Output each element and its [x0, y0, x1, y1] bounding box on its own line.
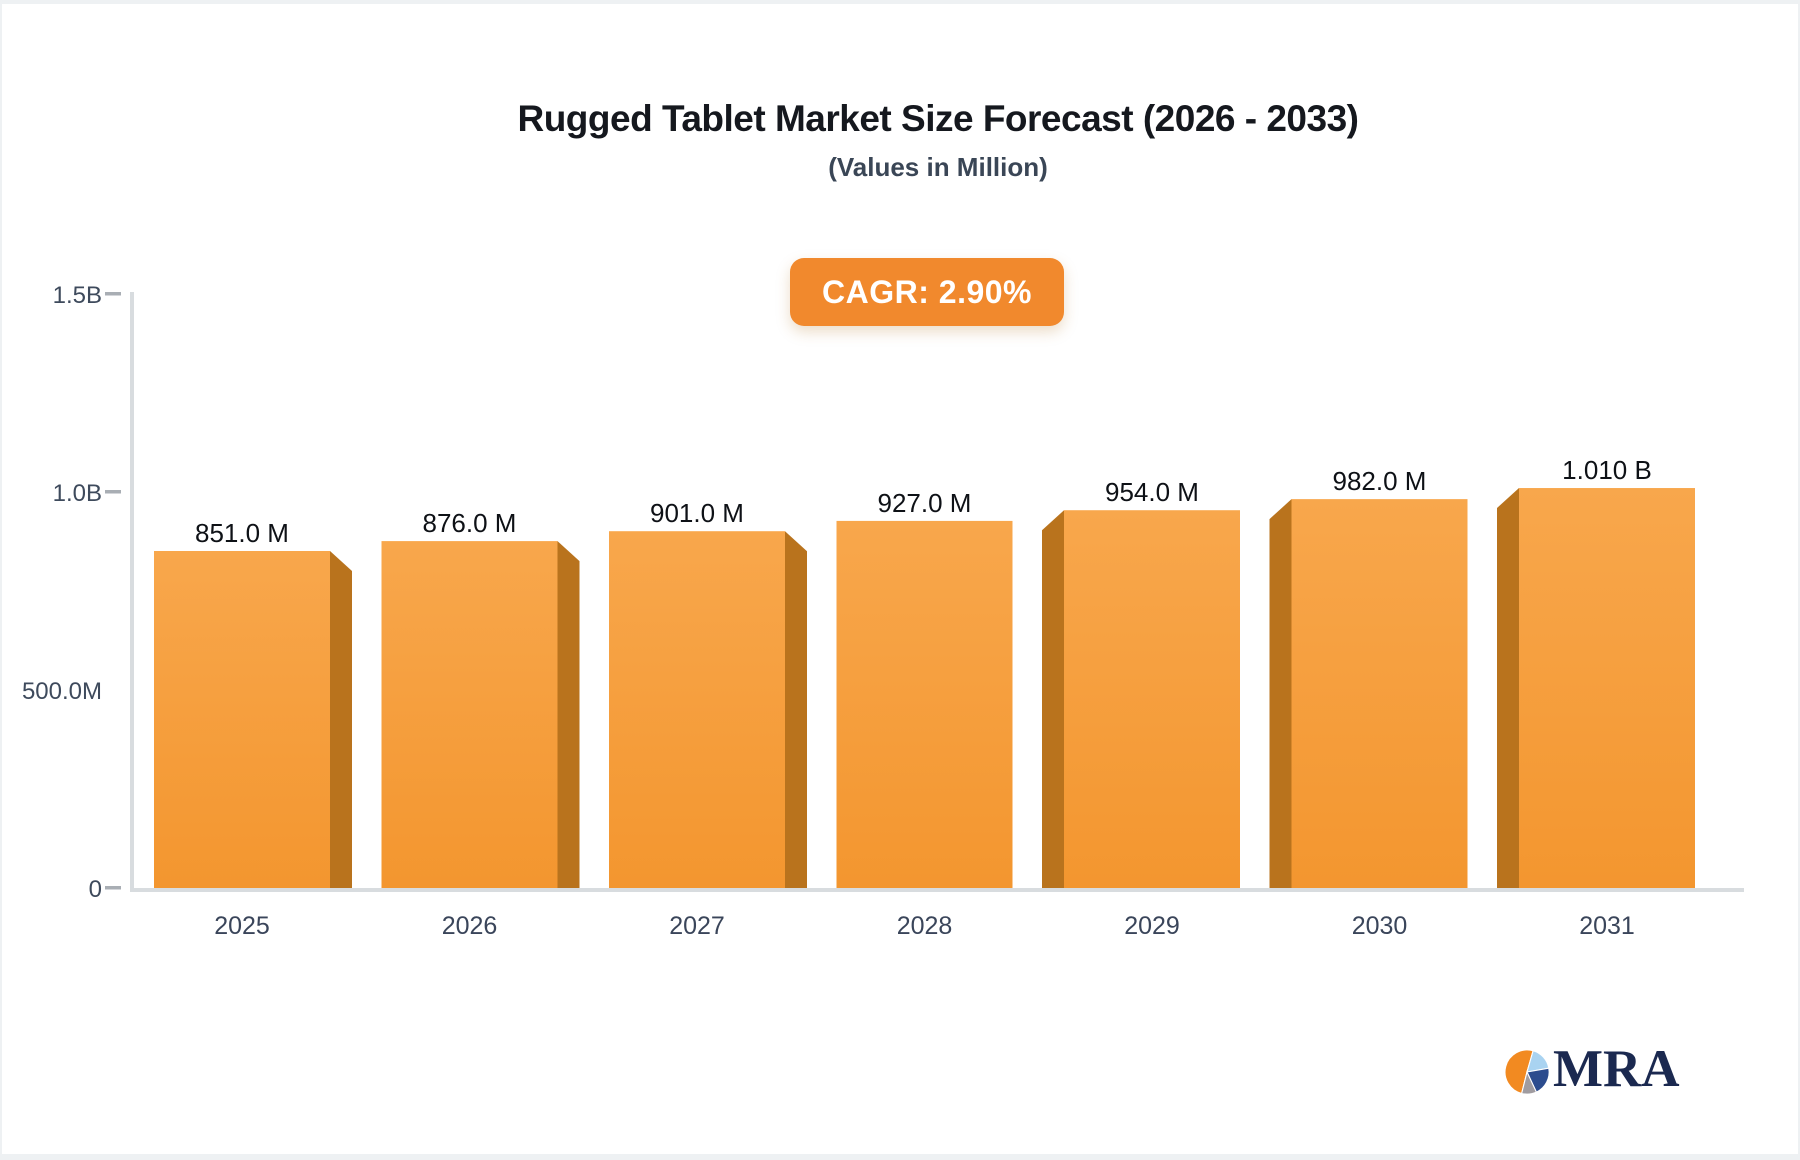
- bar-front-face: [1064, 510, 1240, 889]
- bar-2025[interactable]: 851.0 M: [154, 518, 352, 889]
- page-title: Rugged Tablet Market Size Forecast (2026…: [517, 98, 1359, 139]
- bar-2027[interactable]: 901.0 M: [609, 498, 807, 889]
- x-axis-label: 2029: [1124, 912, 1180, 940]
- y-tick-dash: [105, 490, 121, 494]
- bar-front-face: [836, 520, 1013, 889]
- y-tick-label: 0: [89, 876, 102, 903]
- bar-front-face: [609, 531, 785, 889]
- x-axis-label: 2027: [669, 912, 725, 940]
- bar-side-face: [557, 541, 580, 889]
- y-tick-dash: [105, 886, 121, 890]
- bar-2031[interactable]: 1.010 B: [1497, 455, 1695, 889]
- bar-value-label: 954.0 M: [1105, 477, 1199, 507]
- x-axis-label: 2031: [1579, 912, 1635, 940]
- y-axis: [130, 292, 134, 892]
- x-axis-label: 2030: [1352, 912, 1408, 940]
- bar-value-label: 1.010 B: [1562, 455, 1652, 485]
- bar-2028[interactable]: 927.0 M: [836, 488, 1013, 889]
- y-tick-dash: [105, 292, 121, 296]
- y-tick-label: 1.0B: [53, 480, 102, 507]
- bar-side-face: [330, 551, 352, 889]
- chart-card: Rugged Tablet Market Size Forecast (2026…: [2, 4, 1798, 1154]
- x-axis-label: 2028: [897, 912, 953, 940]
- bar-side-face: [1269, 499, 1292, 889]
- mra-pie-icon: [1504, 1049, 1550, 1095]
- x-axis: [130, 888, 1744, 892]
- bar-2029[interactable]: 954.0 M: [1042, 477, 1240, 889]
- bar-value-label: 901.0 M: [650, 498, 744, 528]
- cagr-badge: CAGR: 2.90%: [790, 258, 1064, 326]
- bar-2026[interactable]: 876.0 M: [381, 508, 580, 889]
- bar-value-label: 876.0 M: [423, 508, 517, 538]
- pie-slice-gray: [1520, 1070, 1538, 1095]
- bar-front-face: [1291, 499, 1468, 889]
- y-tick-label: 500.0M: [22, 678, 102, 705]
- x-axis-label: 2025: [214, 912, 270, 940]
- page-subtitle: (Values in Million): [828, 152, 1048, 182]
- bar-side-face: [1042, 510, 1064, 889]
- pie-slice-orange: [1504, 1049, 1534, 1095]
- bar-front-face: [154, 551, 330, 889]
- bar-side-face: [785, 531, 807, 889]
- bar-front-face: [381, 541, 558, 889]
- bar-value-label: 982.0 M: [1333, 466, 1427, 496]
- bar-chart: 851.0 M 876.0 M 901.0 M 927.0 M 954.0 M 982.0…: [22, 282, 1744, 940]
- mra-logo: MRA: [1503, 1040, 1680, 1100]
- bar-side-face: [1497, 488, 1519, 889]
- bar-value-label: 851.0 M: [195, 518, 289, 548]
- x-axis-label: 2026: [442, 912, 498, 940]
- bar-front-face: [1519, 488, 1695, 889]
- bar-value-label: 927.0 M: [878, 488, 972, 518]
- mra-logo-text: MRA: [1553, 1040, 1680, 1098]
- bar-2030[interactable]: 982.0 M: [1269, 466, 1468, 889]
- y-tick-label: 1.5B: [53, 282, 102, 309]
